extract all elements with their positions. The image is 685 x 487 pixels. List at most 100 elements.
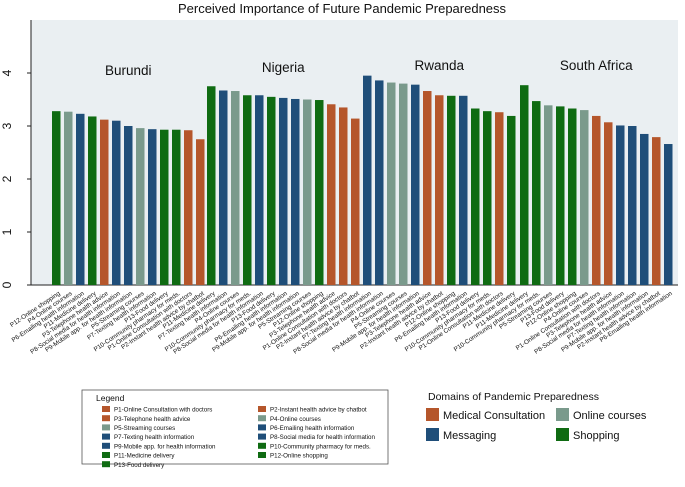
bar <box>580 110 589 285</box>
bar <box>207 86 216 285</box>
bar <box>279 97 288 285</box>
bar <box>507 115 516 286</box>
panel-title-south-africa: South Africa <box>560 58 633 73</box>
bar <box>184 130 193 285</box>
y-tick-label: 0 <box>0 281 14 288</box>
chart-title: Perceived Importance of Future Pandemic … <box>178 1 507 16</box>
legend-swatch <box>258 415 266 422</box>
bar <box>664 144 673 285</box>
legend-swatch <box>102 415 110 422</box>
bar <box>616 125 625 285</box>
bar <box>592 115 601 286</box>
domain-swatch <box>556 428 569 441</box>
bar <box>459 95 468 285</box>
bar <box>604 122 613 285</box>
legend-item-label: P10-Community pharmacy for meds. <box>270 443 371 450</box>
domain-swatch <box>426 408 439 421</box>
bar <box>495 112 504 285</box>
bar <box>387 82 396 285</box>
legend-item-label: P11-Medicine delivery <box>114 453 175 460</box>
legend-swatch <box>102 461 110 468</box>
bar <box>315 100 324 285</box>
bar <box>243 95 252 285</box>
legend-item-label: P1-Online Consultation with doctors <box>114 407 212 414</box>
bar <box>231 91 240 286</box>
legend-item-label: P13-Food delivery <box>114 462 165 469</box>
bar <box>435 95 444 285</box>
bar <box>303 99 312 285</box>
bar <box>196 139 205 285</box>
legend-swatch <box>258 406 266 412</box>
bar <box>148 129 157 285</box>
panel-title-burundi: Burundi <box>105 63 152 78</box>
bar <box>520 85 529 285</box>
domain-swatch <box>426 428 439 441</box>
domain-label: Medical Consultation <box>443 410 545 422</box>
bar <box>255 95 264 285</box>
legend-swatch <box>258 433 266 440</box>
bar <box>568 108 577 285</box>
legend-swatch <box>102 406 110 412</box>
bar <box>267 96 276 285</box>
bar <box>544 105 553 285</box>
domain-label: Shopping <box>573 430 620 442</box>
bar <box>64 111 73 285</box>
domain-label: Online courses <box>573 410 647 422</box>
legend-item-label: P9-Mobile app. for health information <box>114 443 216 450</box>
bar <box>471 108 480 285</box>
bar <box>76 113 85 285</box>
bar <box>447 95 456 285</box>
legend-item-label: P8-Social media for health information <box>270 434 375 441</box>
y-tick-label: 4 <box>0 69 14 76</box>
legend-swatch <box>102 442 110 449</box>
legend-item-label: P7-Texting health information <box>114 434 195 441</box>
bar <box>339 107 348 285</box>
bar <box>375 80 384 285</box>
bar <box>640 133 649 285</box>
bar <box>160 129 169 285</box>
y-tick-label: 2 <box>0 175 14 182</box>
legend-box <box>81 389 389 465</box>
bar <box>483 111 492 285</box>
bar <box>411 84 420 285</box>
bar <box>652 137 661 285</box>
bar <box>100 119 109 285</box>
bar <box>532 101 541 285</box>
legend-item-label: P12-Online shopping <box>270 453 328 460</box>
bar <box>219 90 228 286</box>
legend-swatch <box>258 452 266 458</box>
bar <box>172 129 181 285</box>
bar <box>399 83 408 285</box>
bar <box>136 128 145 285</box>
bar <box>327 104 336 286</box>
legend-swatch <box>102 424 110 431</box>
legend-item-label: P5-Streaming courses <box>114 425 175 432</box>
y-tick-label: 3 <box>0 122 14 129</box>
bar <box>556 106 565 285</box>
legend-title: Legend <box>96 393 125 403</box>
y-tick-label: 1 <box>0 228 14 235</box>
bar <box>628 126 637 285</box>
domain-label: Messaging <box>443 430 496 442</box>
bar <box>363 75 372 286</box>
legend-item-label: P2-Instant health advice by chatbot <box>270 407 367 414</box>
domains-legend-title: Domains of Pandemic Preparedness <box>428 391 599 403</box>
legend-layer: Legend P1-Online Consultation with doctor… <box>81 389 647 469</box>
bar <box>112 120 121 285</box>
bar <box>291 98 300 285</box>
legend-item-label: P4-Online courses <box>270 416 321 423</box>
legend-swatch <box>258 424 266 431</box>
panel-title-rwanda: Rwanda <box>414 58 464 73</box>
panel-title-nigeria: Nigeria <box>262 60 305 75</box>
domain-swatch <box>556 408 569 421</box>
bar <box>52 111 61 285</box>
bar <box>88 116 97 286</box>
legend-swatch <box>102 433 110 440</box>
legend-item-label: P3-Telephone health advice <box>114 416 191 423</box>
bar <box>351 118 360 285</box>
bar <box>124 126 133 285</box>
legend-swatch <box>102 452 110 458</box>
